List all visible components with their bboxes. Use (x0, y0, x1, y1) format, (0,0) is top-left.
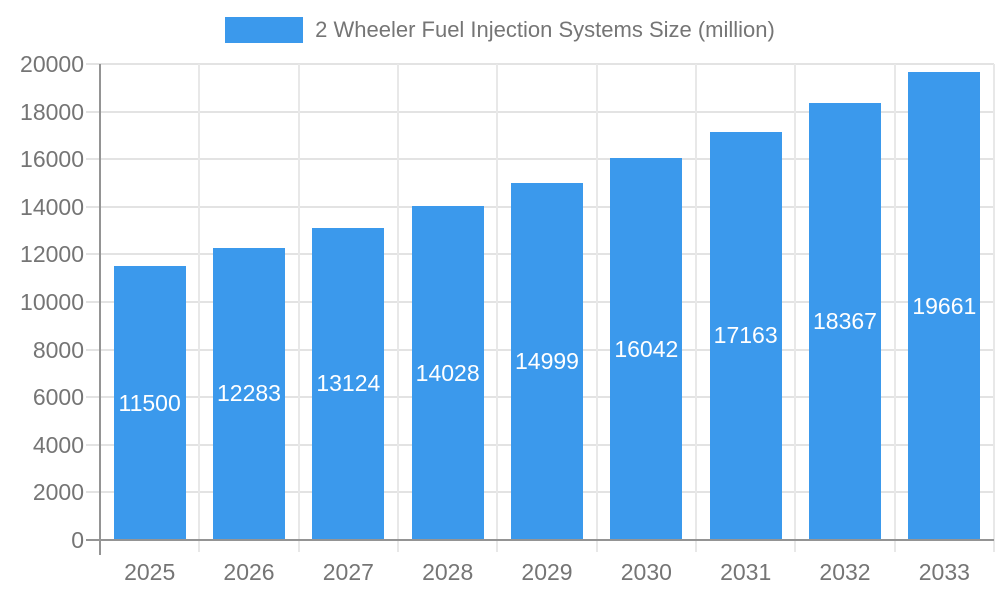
x-axis-baseline (86, 539, 994, 541)
bar-value-label: 14028 (415, 359, 480, 386)
x-gridline (496, 64, 499, 552)
x-axis-tick-label: 2029 (521, 559, 573, 585)
x-axis-tick-label: 2028 (422, 559, 474, 585)
x-gridline (794, 64, 797, 552)
y-axis-tick-label: 2000 (32, 479, 84, 506)
y-gridline (86, 63, 994, 65)
y-axis-tick-label: 16000 (20, 146, 84, 173)
bar-2026[interactable]: 12283 (213, 247, 285, 540)
y-axis-tick-label: 14000 (20, 193, 84, 220)
y-axis-line (99, 64, 101, 555)
x-axis-tick-label: 2026 (223, 559, 275, 585)
y-axis-tick-label: 18000 (20, 98, 84, 125)
bar-2028[interactable]: 14028 (411, 206, 484, 540)
bar-2030[interactable]: 16042 (610, 158, 683, 540)
bar-2031[interactable]: 17163 (709, 131, 782, 540)
bar-2027[interactable]: 13124 (312, 227, 385, 540)
bar-value-label: 18367 (813, 307, 877, 334)
x-gridline (397, 64, 399, 552)
bar-2025[interactable]: 11500 (113, 266, 186, 540)
legend-label: 2 Wheeler Fuel Injection Systems Size (m… (315, 17, 775, 42)
bar-value-label: 16042 (614, 335, 679, 362)
bar-value-label: 13124 (316, 370, 381, 397)
bar-2029[interactable]: 14999 (511, 183, 583, 540)
y-gridline (86, 158, 994, 161)
x-axis-tick-label: 2033 (918, 559, 970, 585)
legend-swatch (225, 17, 304, 43)
x-axis-tick-label: 2032 (819, 559, 871, 585)
x-axis-tick-label: 2031 (720, 559, 772, 585)
x-axis-tick-label: 2030 (620, 559, 672, 585)
bar-2033[interactable]: 19661 (908, 72, 981, 540)
x-gridline (993, 64, 995, 552)
x-gridline (695, 64, 697, 552)
x-gridline (893, 64, 896, 552)
bar-value-label: 11500 (118, 389, 181, 416)
y-axis-tick-label: 10000 (20, 289, 84, 315)
bar-2032[interactable]: 18367 (809, 102, 881, 540)
y-axis-tick-label: 12000 (20, 241, 84, 268)
y-axis-tick-label: 8000 (32, 336, 84, 363)
bar-value-label: 14999 (515, 348, 579, 374)
y-axis-tick-label: 20000 (20, 51, 84, 77)
bar-value-label: 12283 (217, 380, 281, 407)
y-axis-tick-label: 6000 (32, 384, 84, 411)
x-axis-tick-label: 2027 (322, 559, 374, 585)
bar-value-label: 19661 (912, 292, 977, 319)
y-gridline (86, 110, 994, 113)
x-gridline (595, 64, 598, 552)
x-gridline (297, 64, 300, 552)
bar-value-label: 17163 (713, 322, 778, 349)
y-axis-tick-label: 0 (71, 527, 84, 553)
y-axis-tick-label: 4000 (32, 431, 84, 458)
x-gridline (198, 64, 201, 552)
x-axis-tick-label: 2025 (124, 559, 176, 585)
chart-legend[interactable]: 2 Wheeler Fuel Injection Systems Size (m… (0, 17, 1000, 43)
